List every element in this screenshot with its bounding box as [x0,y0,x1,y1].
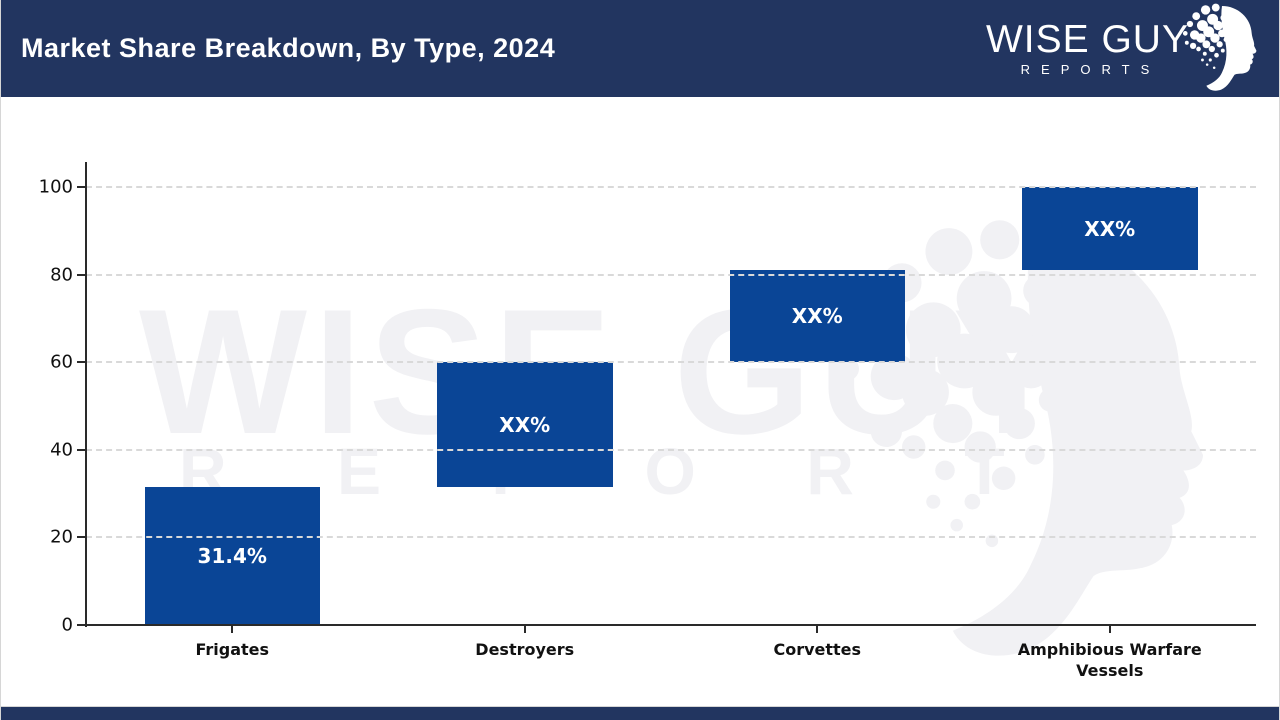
page-title: Market Share Breakdown, By Type, 2024 [21,33,556,63]
y-axis-tick-label: 0 [61,614,73,636]
bar-value-label: 31.4% [197,544,267,569]
gridline [86,536,1256,539]
y-axis-tick [77,624,85,626]
logo-secondary-text: REPORTS [1020,62,1161,77]
y-axis-tick-label: 100 [38,176,73,198]
y-axis-tick [77,536,85,539]
x-axis-category-label: Corvettes [773,640,862,659]
bar-segment: XX% [437,362,613,488]
x-axis-tick [231,626,234,633]
gridline [86,273,1256,276]
x-axis-tick [1108,626,1111,633]
bar-value-label: XX% [791,304,843,329]
y-axis-tick [77,273,85,276]
logo-primary-text: WISE GUY [985,18,1189,61]
footer-bar [1,706,1279,720]
plot-area: 31.4% XX% XX% XX% 0 20 40 60 80 100 Frigates Destro… [1,97,1279,707]
logo-face-icon [1182,3,1257,91]
bar-value-label: XX% [499,412,551,437]
y-axis-tick [77,186,85,188]
gridline [86,186,1256,188]
y-axis-tick-label: 60 [50,351,73,373]
y-axis-tick [77,448,85,451]
gridline [86,361,1256,364]
y-axis-tick [77,361,85,364]
y-axis-tick-label: 20 [50,526,73,548]
bar-segment: 31.4% [144,487,320,625]
header-bar: Market Share Breakdown, By Type, 2024 WI… [1,0,1279,97]
bar-segment: XX% [1022,187,1198,271]
x-axis-tick [523,626,526,633]
bar-value-label: XX% [1084,216,1136,241]
x-axis-category-label: Frigates [195,640,270,659]
x-axis-category-label: Amphibious Warfare Vessels [1017,640,1202,680]
brand-logo: WISE GUY REPORTS [986,2,1265,96]
bar-segment: XX% [729,270,905,363]
y-axis-line [85,162,87,627]
gridline [86,448,1256,451]
x-axis-category-label: Destroyers [475,640,575,659]
x-axis-tick [816,626,819,633]
y-axis-tick-label: 80 [50,264,73,286]
y-axis-tick-label: 40 [50,439,73,461]
x-axis-line [85,624,1256,626]
